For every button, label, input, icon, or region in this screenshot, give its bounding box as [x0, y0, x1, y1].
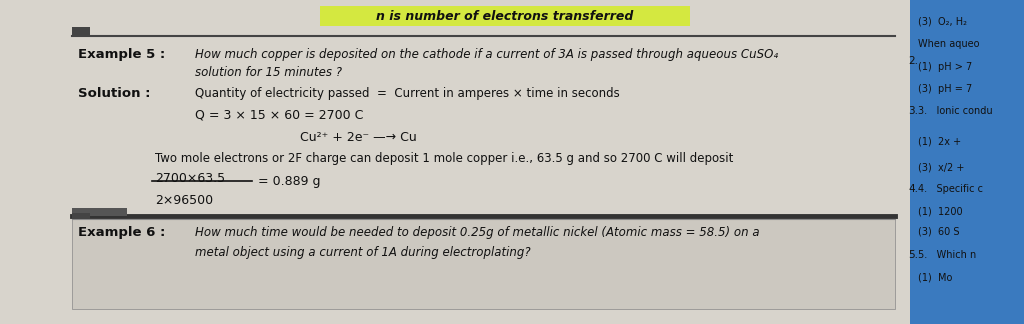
Text: 2×96500: 2×96500 [155, 194, 213, 207]
Text: 3.   Ionic condu: 3. Ionic condu [918, 106, 992, 116]
Text: 5.   Which n: 5. Which n [918, 250, 976, 260]
Text: 4.: 4. [908, 184, 918, 194]
Text: (3)  60 S: (3) 60 S [918, 227, 959, 237]
Text: Two mole electrons or 2F charge can deposit 1 mole copper i.e., 63.5 g and so 27: Two mole electrons or 2F charge can depo… [155, 152, 733, 165]
Text: Example 6 :: Example 6 : [78, 226, 165, 239]
Bar [72, 213, 90, 219]
Text: solution for 15 minutes ?: solution for 15 minutes ? [195, 66, 342, 79]
Text: n is number of electrons transferred: n is number of electrons transferred [376, 9, 634, 22]
Bar [72, 219, 895, 309]
Text: 5.: 5. [908, 250, 918, 260]
Bar [910, 0, 1024, 324]
Text: When aqueo: When aqueo [918, 39, 980, 49]
Text: (3)  x/2 +: (3) x/2 + [918, 162, 965, 172]
Text: How much time would be needed to deposit 0.25g of metallic nickel (Atomic mass =: How much time would be needed to deposit… [195, 226, 760, 239]
Text: 2700×63.5: 2700×63.5 [155, 172, 225, 185]
Text: Cu²⁺ + 2e⁻ —→ Cu: Cu²⁺ + 2e⁻ —→ Cu [300, 131, 417, 144]
Text: (1)  1200: (1) 1200 [918, 206, 963, 216]
Text: 3.: 3. [908, 106, 918, 116]
Text: Solution :: Solution : [78, 87, 151, 100]
Text: 2.: 2. [908, 56, 918, 66]
Text: Q = 3 × 15 × 60 = 2700 C: Q = 3 × 15 × 60 = 2700 C [195, 109, 364, 122]
Text: How much copper is deposited on the cathode if a current of 3A is passed through: How much copper is deposited on the cath… [195, 48, 778, 61]
Text: (3)  pH = 7: (3) pH = 7 [918, 84, 972, 94]
Text: Quantity of electricity passed  =  Current in amperes × time in seconds: Quantity of electricity passed = Current… [195, 87, 620, 100]
Text: (1)  2x +: (1) 2x + [918, 136, 962, 146]
Text: = 0.889 g: = 0.889 g [258, 175, 321, 188]
Text: (1)  Mo: (1) Mo [918, 272, 952, 282]
Text: 4.   Specific c: 4. Specific c [918, 184, 983, 194]
Bar [72, 27, 90, 35]
Bar [72, 208, 127, 216]
Text: metal object using a current of 1A during electroplating?: metal object using a current of 1A durin… [195, 246, 530, 259]
Text: (1)  pH > 7: (1) pH > 7 [918, 62, 972, 72]
Text: (3)  O₂, H₂: (3) O₂, H₂ [918, 16, 967, 26]
Bar [0, 0, 910, 324]
Text: Example 5 :: Example 5 : [78, 48, 165, 61]
Bar [319, 6, 690, 26]
